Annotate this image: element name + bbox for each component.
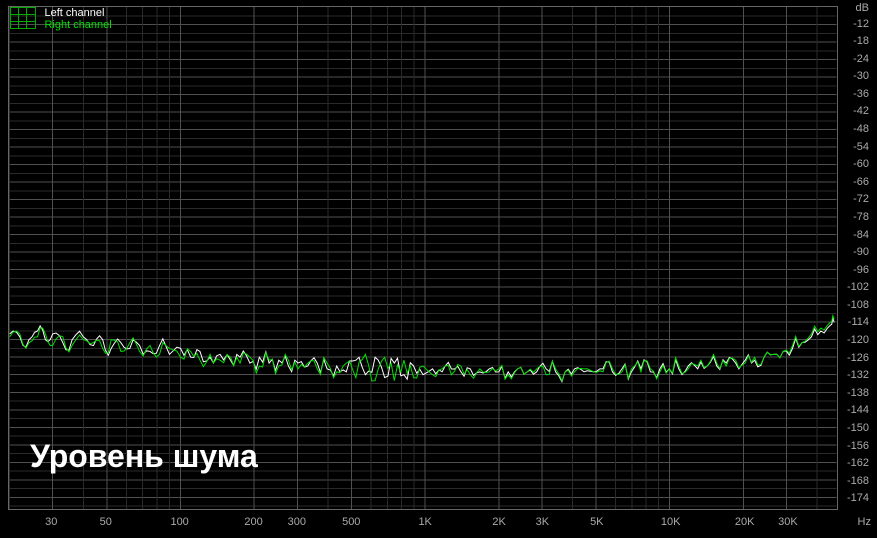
y-axis: dB -12 -18 -24 -30 -36 -42 -48 -54 -60 -66 -72 -78 -… (843, 0, 873, 518)
x-tick-label: 30 (45, 516, 57, 528)
y-tick-label: -150 (847, 422, 869, 434)
x-tick-label: 5K (590, 516, 603, 528)
x-tick-label: 2K (492, 516, 505, 528)
x-tick-label: 50 (100, 516, 112, 528)
x-tick-label: 20K (735, 516, 755, 528)
y-tick-label: -78 (853, 211, 869, 223)
spectrum-chart (8, 6, 838, 510)
y-tick-label: -66 (853, 176, 869, 188)
y-tick-label: -30 (853, 70, 869, 82)
y-tick-label: -36 (853, 88, 869, 100)
x-tick-label: 300 (288, 516, 306, 528)
y-tick-label: -60 (853, 158, 869, 170)
x-axis: 30 50 100 200 300 500 1K 2K 3K 5K 10K 20K 30K (8, 512, 838, 534)
plot-svg (9, 7, 837, 509)
y-tick-label: -24 (853, 53, 869, 65)
y-tick-label: -42 (853, 105, 869, 117)
y-tick-label: -168 (847, 475, 869, 487)
y-tick-label: -12 (853, 18, 869, 30)
y-tick-label: -120 (847, 334, 869, 346)
y-tick-label: -156 (847, 440, 869, 452)
y-tick-label: -132 (847, 369, 869, 381)
legend-icon (10, 7, 36, 29)
y-tick-label: -102 (847, 281, 869, 293)
y-tick-label: -144 (847, 404, 869, 416)
legend-text: Left channel Right channel (44, 7, 111, 31)
y-tick-label: -18 (853, 35, 869, 47)
legend-left-label: Left channel (44, 7, 111, 19)
y-tick-label: -162 (847, 457, 869, 469)
x-tick-label: 500 (342, 516, 360, 528)
y-axis-unit: dB (856, 2, 869, 14)
y-tick-label: -72 (853, 193, 869, 205)
y-tick-label: -126 (847, 352, 869, 364)
y-tick-label: -114 (848, 316, 869, 328)
x-tick-label: 100 (170, 516, 188, 528)
chart-title: Уровень шума (30, 438, 258, 475)
legend: Left channel Right channel (10, 7, 112, 31)
legend-right-label: Right channel (44, 19, 111, 31)
x-tick-label: 3K (536, 516, 549, 528)
y-tick-label: -84 (853, 229, 869, 241)
x-tick-label: 1K (418, 516, 431, 528)
y-tick-label: -96 (853, 264, 869, 276)
x-tick-label: 30K (778, 516, 798, 528)
x-axis-unit: Hz (858, 516, 871, 528)
x-tick-label: 10K (661, 516, 681, 528)
y-tick-label: -138 (847, 387, 869, 399)
x-tick-label: 200 (244, 516, 262, 528)
y-tick-label: -174 (847, 492, 869, 504)
y-tick-label: -108 (847, 299, 869, 311)
y-tick-label: -54 (853, 141, 869, 153)
y-tick-label: -48 (853, 123, 869, 135)
y-tick-label: -90 (853, 246, 869, 258)
